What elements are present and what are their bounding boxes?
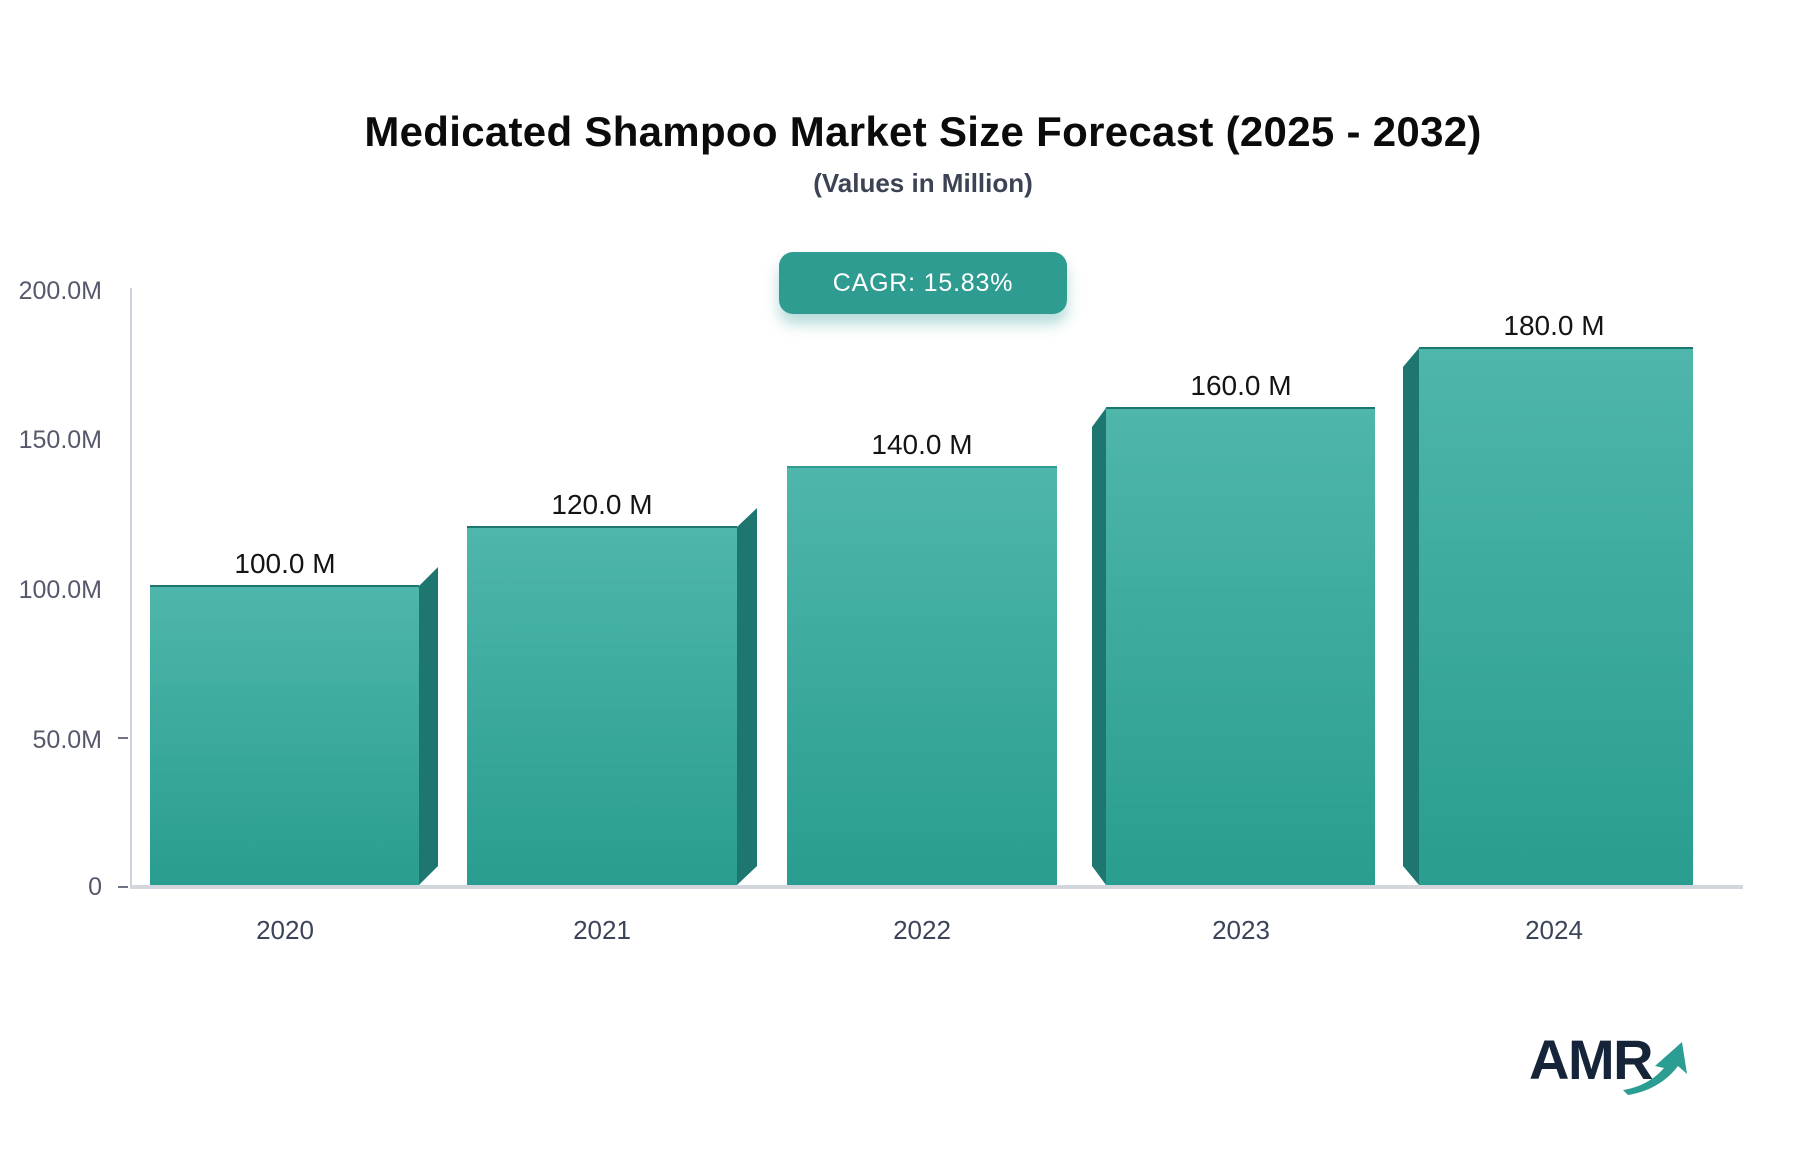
svg-text:AMR: AMR <box>1529 1028 1653 1091</box>
